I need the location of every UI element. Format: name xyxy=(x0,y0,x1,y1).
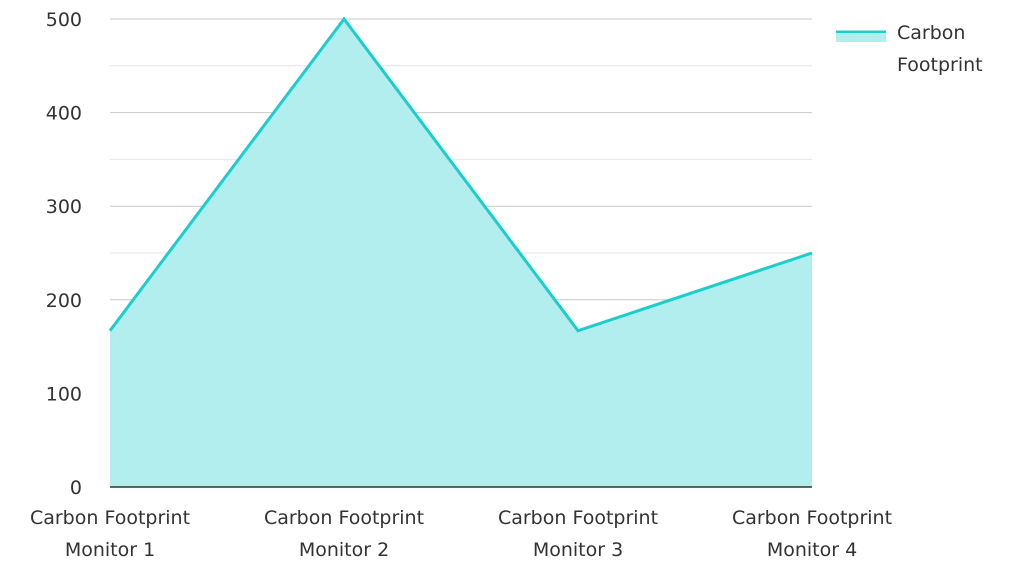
x-category-label-line: Carbon Footprint xyxy=(30,507,190,529)
x-category-label: Carbon Footprint Monitor 4 xyxy=(732,507,892,560)
x-category-label-line: Monitor 1 xyxy=(65,539,155,560)
x-category-label-line: Monitor 2 xyxy=(299,539,389,560)
series-line xyxy=(108,16,813,333)
series-area-fill xyxy=(110,19,812,487)
y-tick-label: 400 xyxy=(46,103,82,125)
x-category-label-line: Carbon Footprint xyxy=(732,507,892,529)
legend-label-line: Carbon xyxy=(897,22,965,44)
x-category-label: Carbon Footprint Monitor 1 xyxy=(30,507,190,560)
y-tick-label: 300 xyxy=(46,196,82,218)
y-tick-label: 100 xyxy=(46,383,82,405)
legend-label: Carbon Footprint xyxy=(897,22,983,76)
legend-label-line: Footprint xyxy=(897,54,983,76)
x-category-label-line: Carbon Footprint xyxy=(498,507,658,529)
legend: Carbon Footprint xyxy=(836,22,983,76)
y-tick-label: 0 xyxy=(70,477,82,499)
label-layer: 0 100 200 300 400 500 Carbon Footprint Monitor … xyxy=(30,9,892,561)
y-tick-label: 500 xyxy=(46,9,82,31)
x-category-label: Carbon Footprint Monitor 2 xyxy=(264,507,424,560)
x-category-label-line: Carbon Footprint xyxy=(264,507,424,529)
area-layer xyxy=(108,16,813,487)
x-category-label: Carbon Footprint Monitor 3 xyxy=(498,507,658,560)
legend-fill-swatch xyxy=(836,33,886,42)
x-category-label-line: Monitor 4 xyxy=(767,539,857,560)
x-category-label-line: Monitor 3 xyxy=(533,539,623,560)
y-tick-label: 200 xyxy=(46,290,82,312)
